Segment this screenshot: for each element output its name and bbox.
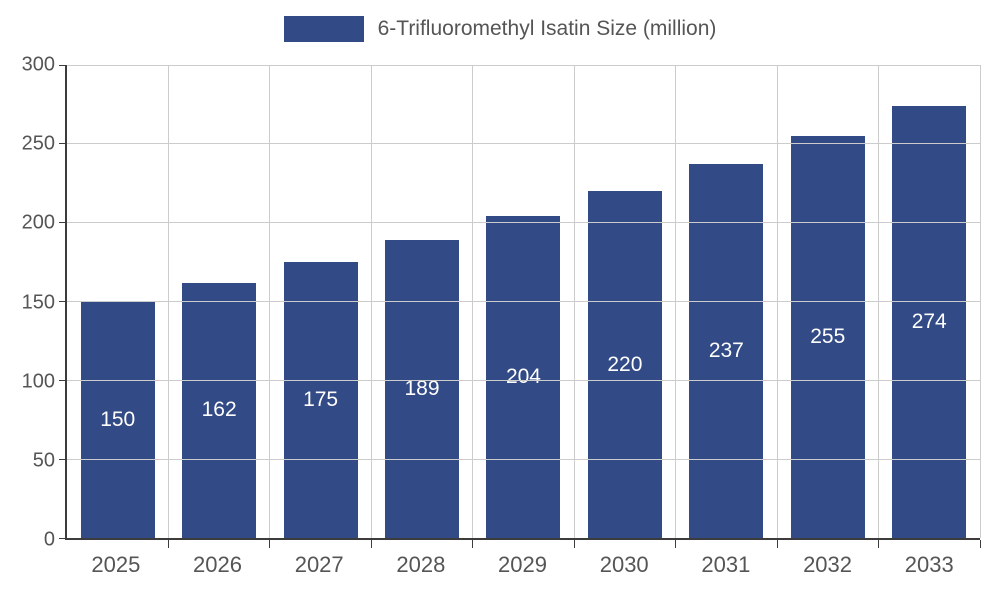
x-tick-label: 2032 bbox=[803, 552, 853, 577]
bar-value-label: 175 bbox=[303, 388, 339, 412]
bar-value-label: 237 bbox=[708, 339, 744, 363]
x-tick-mark bbox=[878, 540, 880, 548]
bar[interactable]: 162 bbox=[182, 282, 257, 538]
x-tick-label: 2031 bbox=[701, 552, 751, 577]
bar-slot: 162 bbox=[168, 65, 269, 538]
bar[interactable]: 274 bbox=[892, 106, 967, 538]
y-tick-mark bbox=[59, 64, 67, 66]
bar[interactable]: 189 bbox=[385, 240, 460, 538]
chart-legend: 6-Trifluoromethyl Isatin Size (million) bbox=[0, 16, 1000, 42]
gridline-vertical bbox=[472, 65, 474, 538]
x-tick-mark bbox=[167, 540, 169, 548]
y-tick-label: 150 bbox=[21, 291, 55, 313]
bar[interactable]: 255 bbox=[790, 135, 865, 538]
x-tick-mark bbox=[269, 540, 271, 548]
y-tick-label: 50 bbox=[32, 449, 55, 472]
bar-value-label: 162 bbox=[201, 398, 237, 422]
bar[interactable]: 237 bbox=[689, 164, 764, 538]
bar-slot: 150 bbox=[67, 65, 168, 538]
bar-value-label: 189 bbox=[404, 377, 440, 400]
gridline-vertical bbox=[979, 65, 981, 538]
x-tick-label: 2028 bbox=[396, 552, 446, 577]
x-tick-mark bbox=[979, 540, 981, 548]
y-tick-label: 200 bbox=[21, 211, 55, 234]
gridline-horizontal bbox=[67, 222, 980, 224]
bar-slot: 237 bbox=[676, 65, 777, 538]
x-tick-label: 2029 bbox=[498, 552, 547, 577]
bar-value-label: 255 bbox=[810, 324, 846, 348]
y-tick-label: 0 bbox=[43, 528, 55, 551]
bar[interactable]: 175 bbox=[283, 262, 358, 538]
x-tick-label: 2025 bbox=[91, 552, 141, 577]
x-tick-mark bbox=[675, 540, 677, 548]
y-axis: 0 50 100 150 200 250 300 bbox=[0, 54, 55, 551]
x-axis: 2025 2026 2027 2028 2029 2030 2031 2032 2033 bbox=[65, 552, 980, 578]
gridline-horizontal bbox=[67, 143, 980, 145]
y-tick-mark bbox=[59, 143, 67, 145]
bar-value-label: 204 bbox=[505, 365, 541, 389]
bar-value-label: 274 bbox=[911, 310, 947, 333]
bar[interactable]: 150 bbox=[80, 301, 155, 538]
bar-series: 150 162 175 189 204 220 237 255 274 bbox=[67, 65, 980, 538]
y-tick-mark bbox=[59, 537, 67, 539]
x-tick-mark bbox=[370, 540, 372, 548]
x-tick-mark bbox=[472, 540, 474, 548]
x-tick-mark bbox=[776, 540, 778, 548]
bar-slot: 274 bbox=[879, 65, 980, 538]
y-tick-label: 100 bbox=[21, 370, 55, 393]
x-tick-mark bbox=[573, 540, 575, 548]
plot-area: 150 162 175 189 204 220 237 255 274 bbox=[59, 64, 981, 548]
y-tick-mark bbox=[59, 458, 67, 460]
bar-slot: 175 bbox=[270, 65, 371, 538]
bar[interactable]: 204 bbox=[486, 216, 561, 538]
gridline-vertical bbox=[269, 65, 271, 538]
gridline-vertical bbox=[675, 65, 677, 538]
gridline-vertical bbox=[878, 65, 880, 538]
x-tick-label: 2033 bbox=[904, 552, 954, 577]
bar-value-label: 220 bbox=[607, 352, 643, 376]
gridline-horizontal bbox=[67, 379, 980, 381]
x-tick-label: 2030 bbox=[599, 552, 649, 577]
gridline-vertical bbox=[167, 65, 169, 538]
bar-slot: 255 bbox=[777, 65, 878, 538]
bar[interactable]: 220 bbox=[587, 191, 662, 538]
y-tick-mark bbox=[59, 222, 67, 224]
x-tick-label: 2026 bbox=[193, 552, 242, 577]
y-tick-mark bbox=[59, 379, 67, 381]
y-tick-label: 300 bbox=[21, 53, 55, 76]
legend-swatch-icon[interactable] bbox=[283, 16, 364, 42]
gridline-horizontal bbox=[67, 301, 980, 302]
gridline-vertical bbox=[370, 65, 372, 538]
bar-slot: 204 bbox=[473, 65, 574, 538]
bar-value-label: 150 bbox=[100, 407, 136, 431]
bar-slot: 220 bbox=[574, 65, 675, 538]
gridline-vertical bbox=[776, 65, 778, 538]
bar-slot: 189 bbox=[371, 65, 472, 538]
legend-label[interactable]: 6-Trifluoromethyl Isatin Size (million) bbox=[377, 17, 717, 40]
y-tick-label: 250 bbox=[21, 132, 55, 155]
y-tick-mark bbox=[59, 301, 67, 302]
x-tick-label: 2027 bbox=[294, 552, 344, 577]
gridline-vertical bbox=[573, 65, 575, 538]
gridline-horizontal bbox=[67, 64, 980, 66]
gridline-horizontal bbox=[67, 458, 980, 460]
